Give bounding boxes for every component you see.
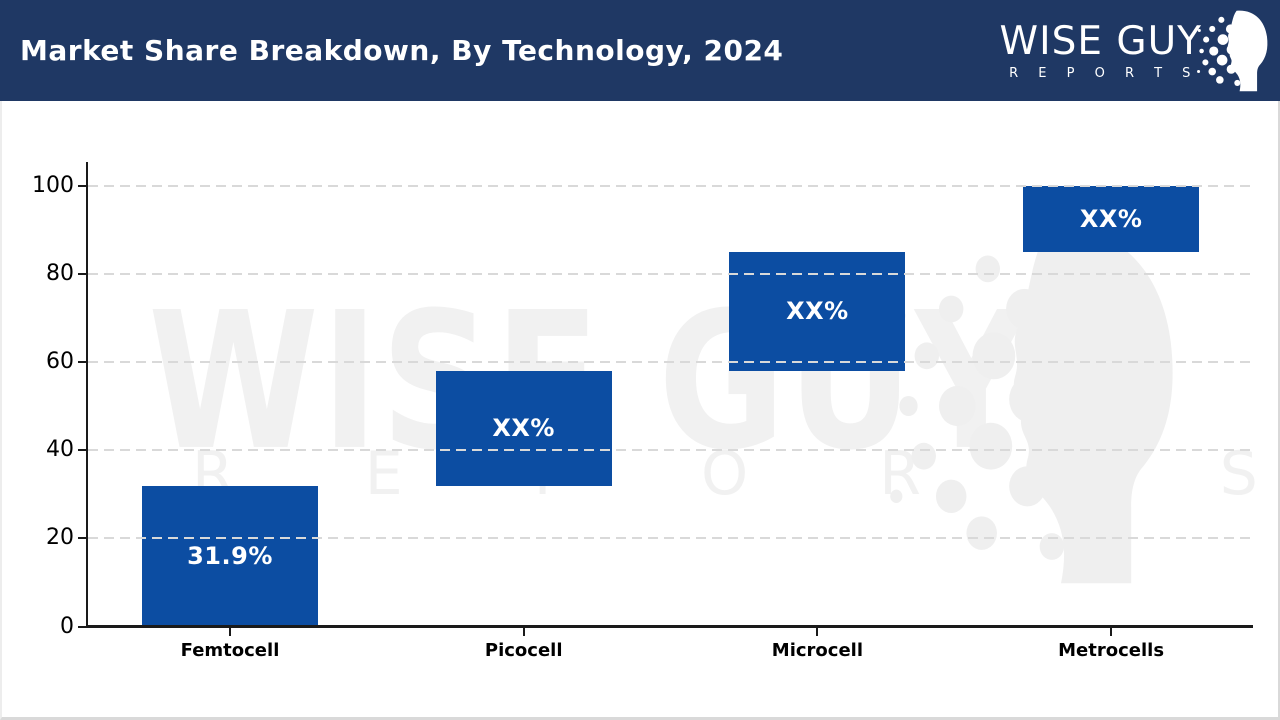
- gridline-80: [88, 272, 1253, 275]
- logo-text: WISE GUY R E P O R T S: [1000, 22, 1202, 81]
- y-tick-mark: [78, 625, 87, 628]
- header: Market Share Breakdown, By Technology, 2…: [0, 0, 1280, 101]
- x-tick-mark: [522, 627, 525, 636]
- gridline-60: [88, 360, 1253, 363]
- x-axis-category-label: Picocell: [484, 640, 563, 661]
- x-tick-mark: [816, 627, 819, 636]
- wiseguy-logo: WISE GUY R E P O R T S: [1000, 7, 1270, 95]
- y-tick-label: 20: [46, 525, 74, 551]
- gridline-100: [88, 184, 1253, 187]
- bar-value-label: 31.9%: [187, 542, 273, 571]
- x-axis-category-label: Femtocell: [180, 640, 280, 661]
- y-tick-label: 40: [46, 437, 74, 463]
- y-tick-mark: [78, 184, 87, 187]
- x-axis-category-label: Metrocells: [1058, 640, 1165, 661]
- gridline-40: [88, 449, 1253, 452]
- y-tick-mark: [78, 272, 87, 275]
- y-tick-label: 60: [46, 348, 74, 374]
- gridline-20: [88, 537, 1253, 540]
- bar-value-label: XX%: [1079, 204, 1143, 233]
- logo-subtitle: R E P O R T S: [1009, 65, 1199, 81]
- y-tick-mark: [78, 537, 87, 540]
- x-tick-mark: [1110, 627, 1113, 636]
- y-tick-mark: [78, 360, 87, 363]
- face-profile-icon: [1197, 10, 1268, 92]
- waterfall-bar-metrocells: XX%: [1023, 185, 1200, 252]
- chart-title: Market Share Breakdown, By Technology, 2…: [20, 34, 784, 67]
- x-tick-mark: [229, 627, 231, 636]
- y-axis-line: [86, 162, 88, 628]
- waterfall-bar-femtocell: 31.9%: [142, 485, 318, 627]
- waterfall-bar-picocell: XX%: [435, 370, 612, 486]
- waterfall-bar-microcell: XX%: [729, 251, 906, 371]
- y-tick-label: 80: [46, 260, 74, 286]
- y-tick-label: 0: [60, 613, 74, 639]
- x-axis-category-label: Microcell: [771, 640, 863, 661]
- y-tick-mark: [78, 449, 87, 452]
- y-tick-label: 100: [32, 172, 74, 198]
- bar-value-label: XX%: [786, 297, 849, 326]
- logo-wordmark: WISE GUY: [999, 18, 1202, 64]
- x-axis-line: [86, 625, 1253, 628]
- bar-value-label: XX%: [492, 414, 555, 443]
